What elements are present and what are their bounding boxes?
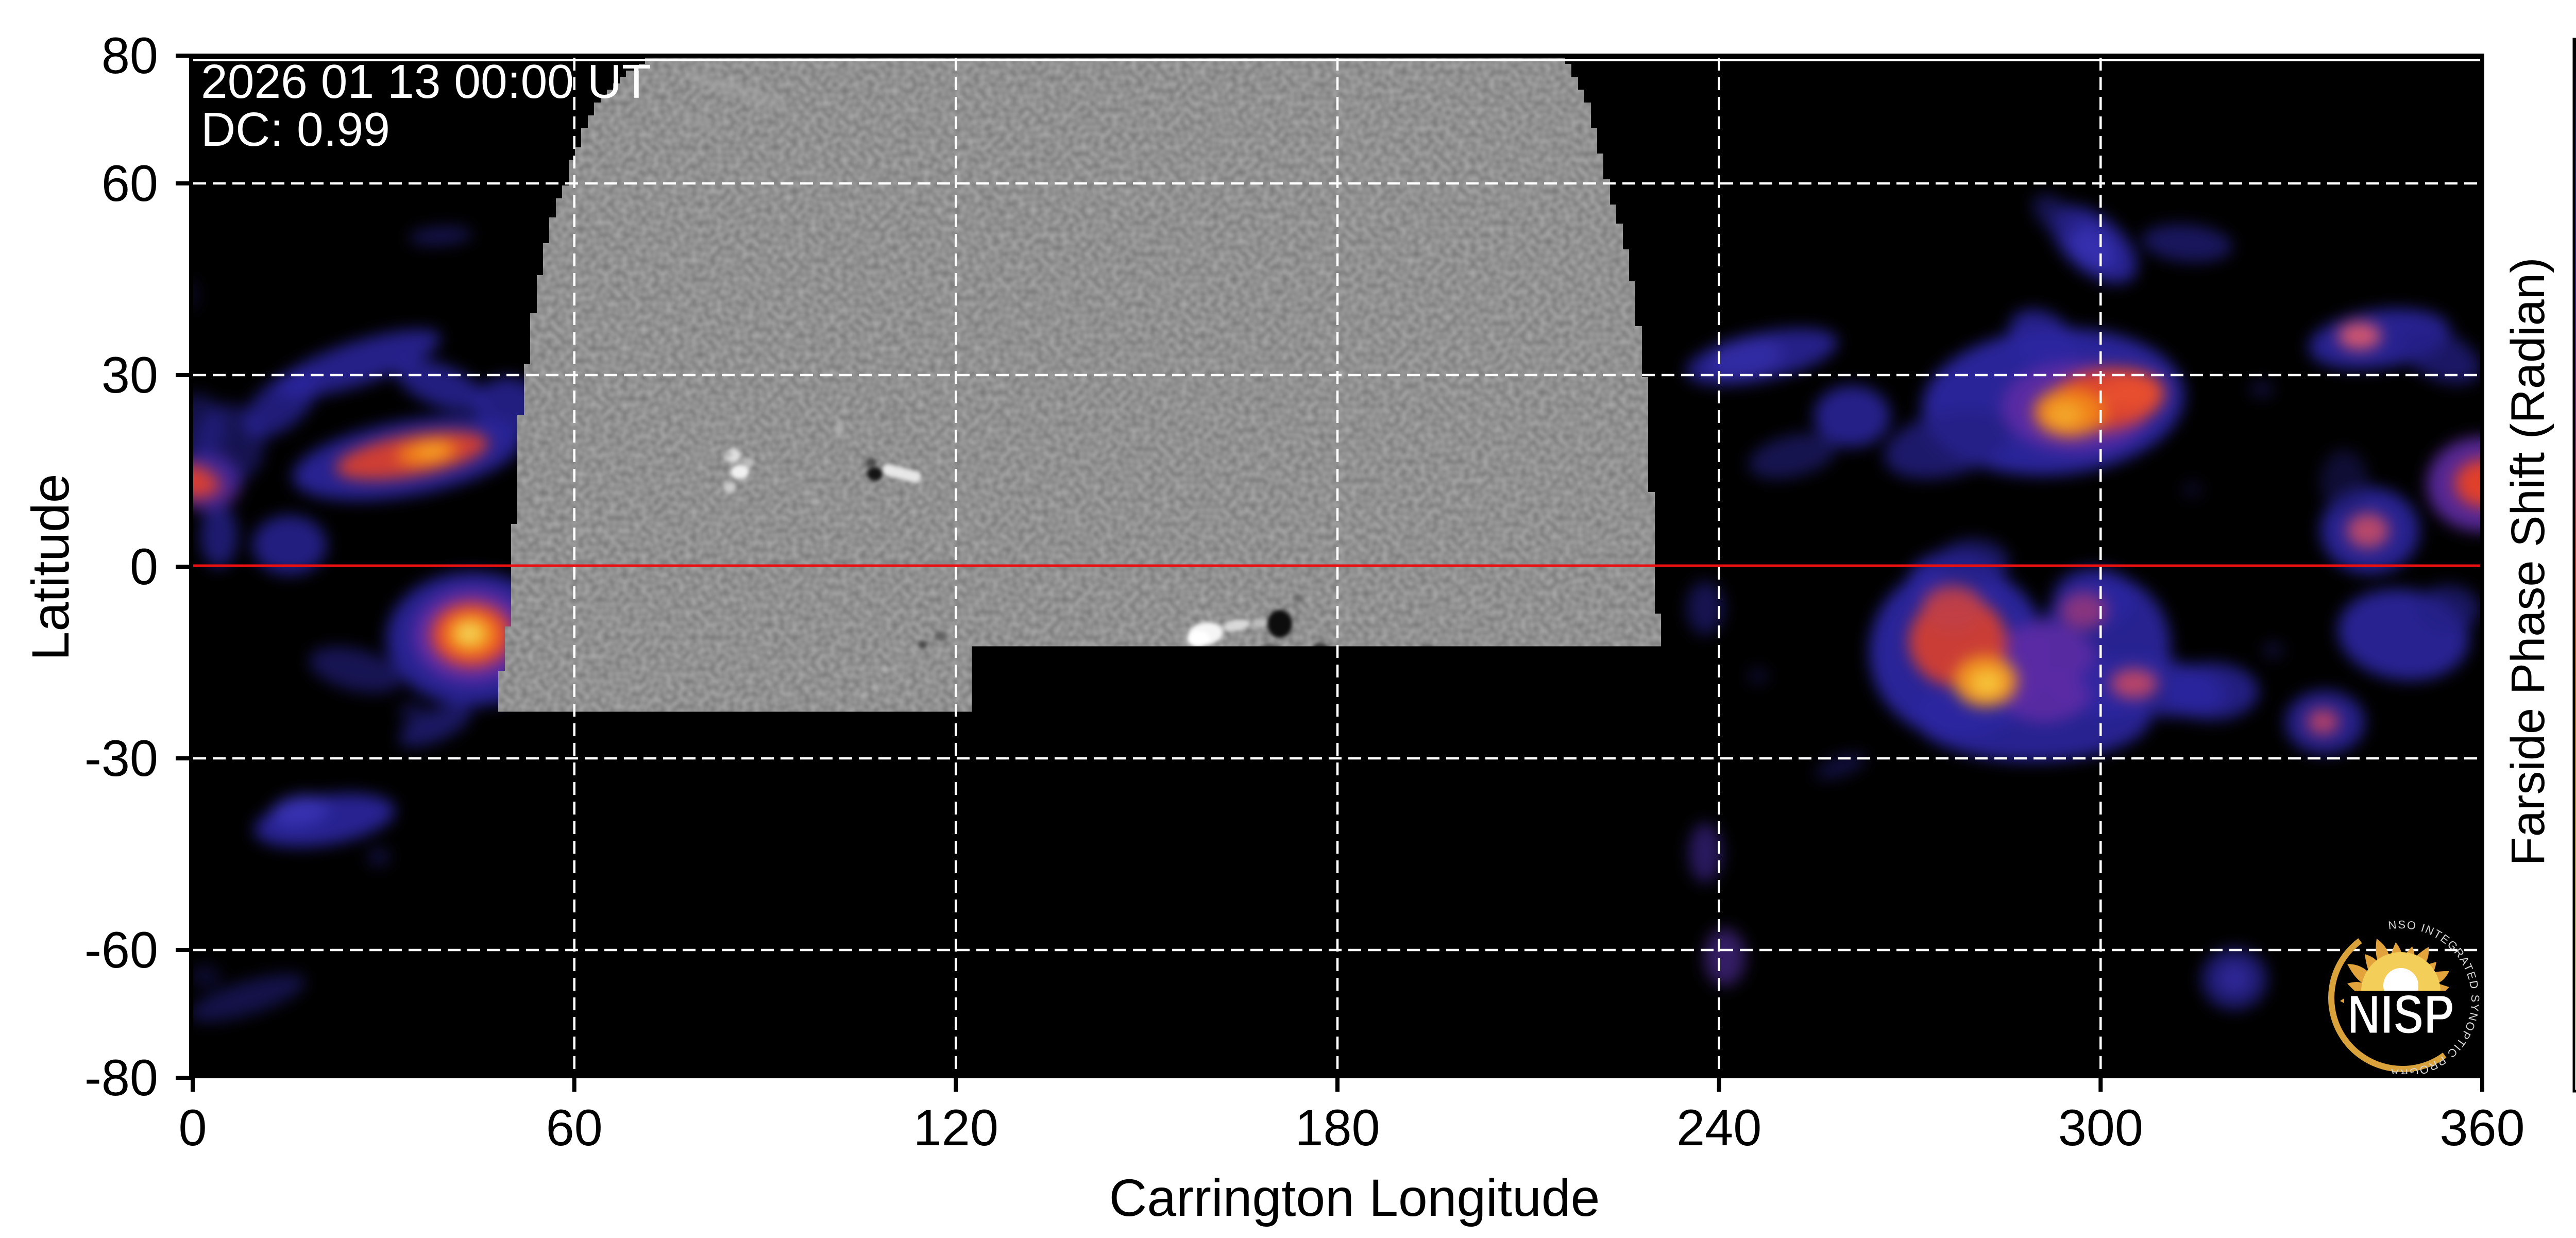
- svg-text:60: 60: [546, 1099, 603, 1156]
- svg-text:0: 0: [130, 538, 158, 595]
- svg-text:30: 30: [101, 346, 158, 403]
- svg-text:80: 80: [101, 27, 158, 84]
- svg-text:-60: -60: [84, 921, 158, 978]
- svg-text:360: 360: [2439, 1099, 2524, 1156]
- svg-text:180: 180: [1295, 1099, 1380, 1156]
- svg-text:2026 01 13 00:00 UT: 2026 01 13 00:00 UT: [201, 55, 651, 108]
- svg-text:-80: -80: [84, 1049, 158, 1106]
- svg-text:Farside Phase Shift (Radian): Farside Phase Shift (Radian): [2502, 257, 2554, 866]
- svg-text:120: 120: [913, 1099, 998, 1156]
- svg-text:300: 300: [2058, 1099, 2143, 1156]
- svg-text:0: 0: [178, 1099, 207, 1156]
- svg-text:-30: -30: [84, 730, 158, 787]
- svg-text:DC: 0.99: DC: 0.99: [201, 103, 390, 156]
- svg-text:240: 240: [1676, 1099, 1761, 1156]
- svg-text:NISP: NISP: [2347, 983, 2454, 1045]
- svg-text:Carrington Longitude: Carrington Longitude: [1109, 1168, 1600, 1227]
- svg-text:Latitude: Latitude: [21, 474, 80, 661]
- svg-text:60: 60: [101, 155, 158, 212]
